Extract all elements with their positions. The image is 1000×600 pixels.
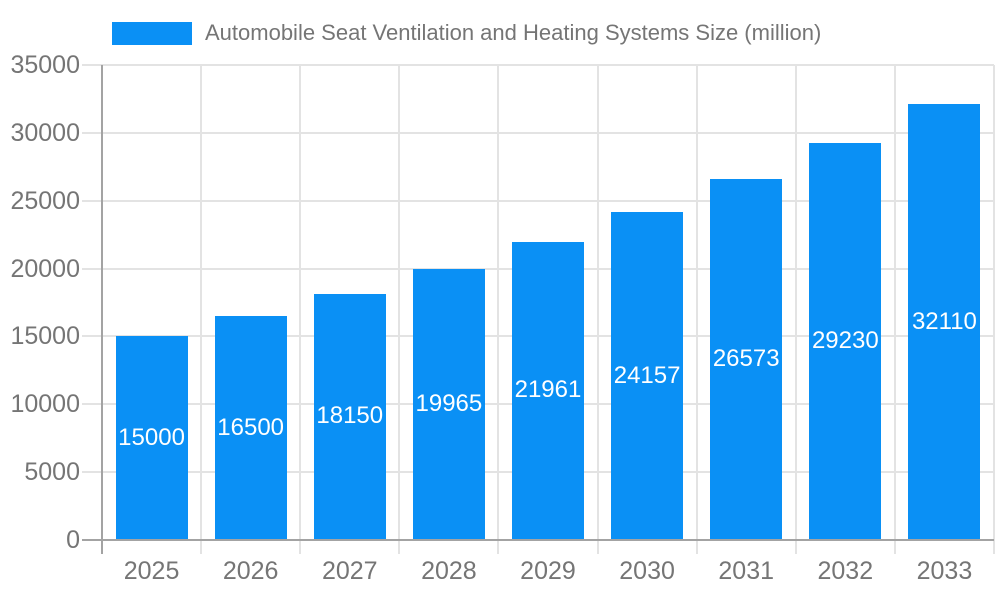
x-tick [299, 540, 302, 554]
y-axis-label: 25000 [10, 186, 80, 215]
bar[interactable] [412, 269, 485, 539]
y-gridline [102, 131, 994, 134]
bar-value-label: 32110 [911, 307, 977, 335]
y-tick [82, 471, 102, 474]
bar[interactable] [214, 316, 287, 539]
legend-swatch [112, 21, 192, 45]
x-gridline [398, 65, 401, 540]
x-gridline [993, 65, 995, 540]
x-tick [101, 540, 103, 554]
x-tick [398, 540, 401, 554]
bar[interactable] [809, 143, 882, 539]
x-tick [993, 540, 995, 554]
bar-value-label: 16500 [217, 413, 285, 441]
y-axis-label: 5000 [24, 458, 80, 487]
y-axis-label: 35000 [10, 51, 80, 79]
x-gridline [299, 65, 302, 540]
x-axis-label: 2031 [718, 557, 775, 585]
x-tick [893, 540, 896, 554]
x-gridline [596, 65, 599, 540]
y-axis-label: 30000 [10, 118, 80, 147]
x-gridline [893, 65, 896, 540]
y-tick [82, 131, 102, 134]
y-tick [82, 64, 102, 66]
x-axis-label: 2029 [520, 557, 576, 585]
x-axis-label: 2030 [619, 557, 675, 585]
bar-value-label: 29230 [811, 327, 879, 355]
x-axis-label: 2025 [123, 557, 180, 585]
bar-value-label: 15000 [118, 423, 185, 451]
bar[interactable] [115, 336, 188, 539]
bar[interactable] [611, 212, 684, 539]
y-tick [82, 335, 102, 338]
x-tick [497, 540, 500, 554]
y-gridline [102, 199, 994, 202]
y-axis-label: 0 [66, 526, 80, 554]
x-gridline [497, 65, 500, 540]
legend-label: Automobile Seat Ventilation and Heating … [205, 20, 822, 45]
bar[interactable] [512, 241, 584, 539]
y-tick [82, 267, 102, 270]
x-axis-label: 2026 [222, 557, 279, 585]
x-tick [596, 540, 599, 554]
bar[interactable] [313, 293, 386, 539]
bar[interactable] [908, 104, 981, 539]
y-axis-line [101, 65, 103, 540]
bar-value-label: 19965 [415, 390, 483, 418]
y-axis-label: 15000 [10, 322, 80, 351]
x-axis-line [82, 539, 994, 541]
bar[interactable] [710, 179, 783, 539]
x-gridline [695, 65, 698, 540]
x-axis-label: 2032 [817, 557, 874, 585]
x-gridline [794, 65, 797, 540]
bar-value-label: 18150 [316, 402, 384, 430]
bar-value-label: 21961 [514, 376, 582, 404]
y-gridline [102, 64, 994, 66]
bar-value-label: 24157 [613, 361, 681, 389]
bar-value-label: 26573 [712, 345, 780, 373]
x-tick [794, 540, 797, 554]
legend-item[interactable]: Automobile Seat Ventilation and Heating … [112, 20, 821, 46]
y-tick [82, 403, 102, 406]
y-tick [82, 199, 102, 202]
x-axis-label: 2028 [421, 557, 477, 585]
x-axis-label: 2033 [916, 557, 973, 585]
y-axis-label: 20000 [10, 254, 80, 283]
x-axis-label: 2027 [321, 557, 378, 585]
x-gridline [200, 65, 203, 540]
y-axis-label: 10000 [10, 390, 80, 419]
x-tick [200, 540, 203, 554]
x-tick [695, 540, 698, 554]
